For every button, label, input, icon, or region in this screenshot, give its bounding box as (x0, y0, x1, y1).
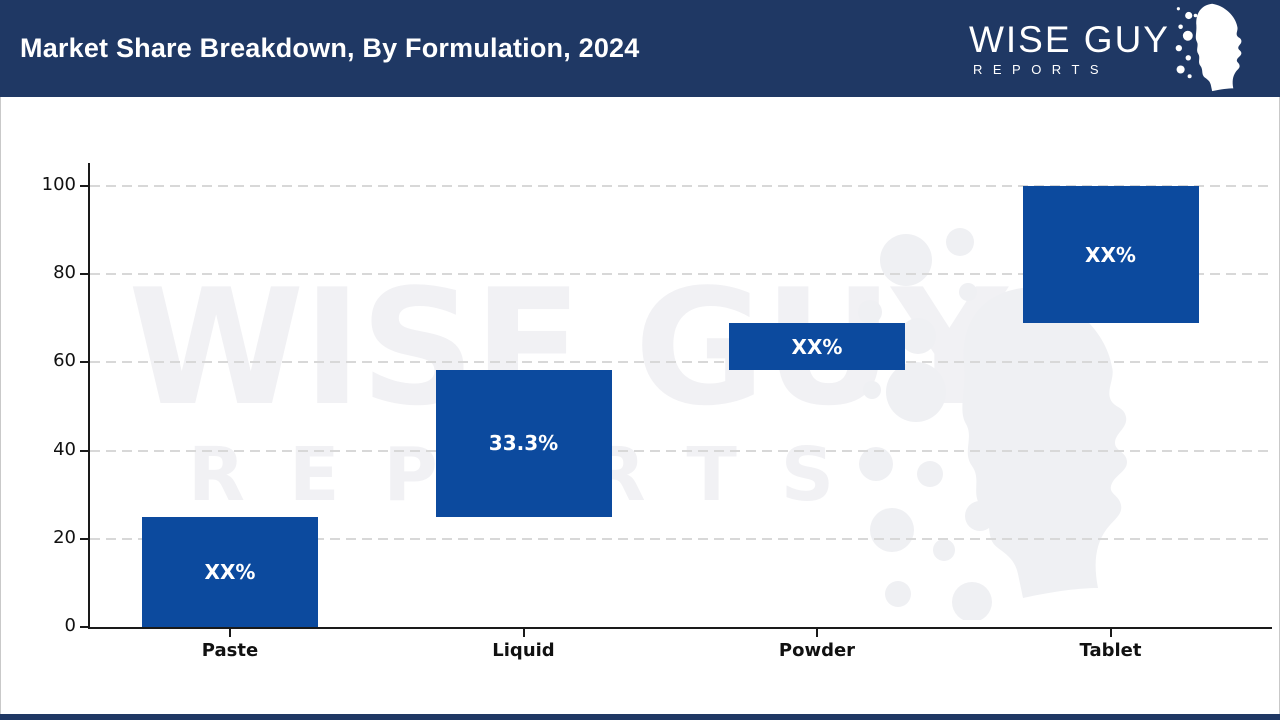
wise-guy-reports-logo: WISE GUY REPORTS (969, 2, 1266, 96)
x-axis-tick (1109, 629, 1112, 637)
bar-segment: 33.3% (435, 369, 612, 517)
x-axis-tick (229, 629, 231, 637)
y-axis-tick (80, 361, 89, 364)
x-axis-category-label: Powder (778, 640, 856, 661)
logo-text: WISE GUY REPORTS (969, 21, 1170, 77)
x-axis-tick (816, 629, 818, 637)
y-axis-tick (80, 537, 89, 540)
y-axis-tick-label: 80 (53, 262, 76, 284)
y-axis-tick-label: 100 (41, 174, 76, 195)
bar-value-label: XX% (791, 334, 843, 359)
gridline (90, 273, 1272, 276)
y-axis-tick (80, 449, 89, 452)
bar-segment: XX% (1022, 186, 1199, 324)
gridline (90, 449, 1272, 452)
dotted-head-logo-icon (1156, 2, 1266, 96)
y-axis-tick (80, 273, 89, 276)
gridline (90, 361, 1272, 364)
bar-value-label: XX% (1085, 242, 1136, 267)
y-axis-tick-label: 20 (53, 526, 76, 548)
footer-strip (0, 714, 1280, 720)
header-band: Market Share Breakdown, By Formulation, … (0, 0, 1280, 97)
dotted-head-watermark-icon (852, 220, 1182, 624)
x-axis-line (88, 627, 1272, 629)
gridline (90, 185, 1272, 187)
y-axis-tick (80, 626, 89, 628)
x-axis-category-label: Tablet (1079, 640, 1142, 661)
logo-subtitle: REPORTS (972, 61, 1110, 77)
bar-segment: XX% (142, 516, 318, 627)
y-axis-tick-label: 0 (64, 615, 76, 636)
bar-value-label: XX% (204, 559, 256, 584)
page-title: Market Share Breakdown, By Formulation, … (20, 33, 640, 63)
bar-segment: XX% (729, 323, 905, 370)
y-axis-tick-label: 40 (53, 438, 76, 460)
x-axis-category-label: Liquid (492, 640, 555, 661)
y-axis-tick-label: 60 (53, 350, 76, 372)
bar-value-label: 33.3% (488, 431, 559, 456)
x-axis-category-label: Paste (201, 640, 259, 661)
y-axis-tick (80, 185, 89, 187)
logo-wordmark: WISE GUY (968, 18, 1170, 60)
x-axis-tick (522, 629, 525, 637)
y-axis-line (88, 163, 90, 629)
gridline (90, 537, 1272, 540)
